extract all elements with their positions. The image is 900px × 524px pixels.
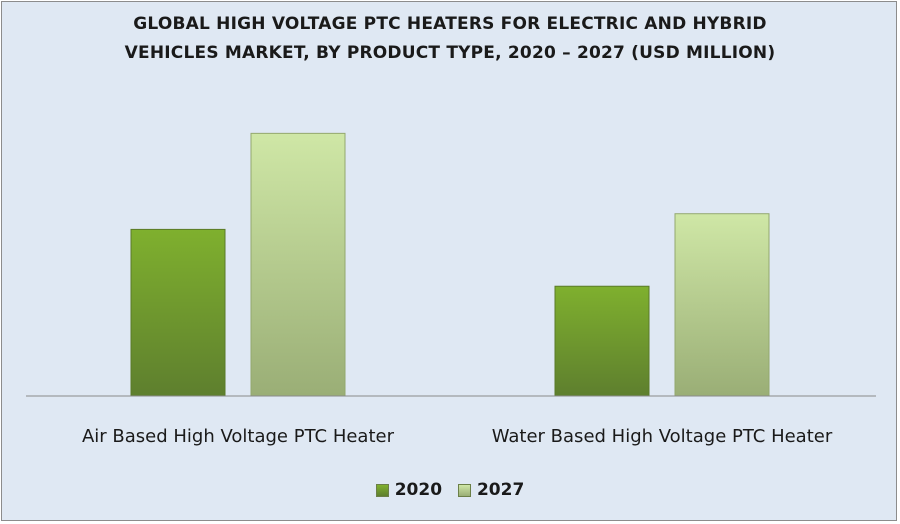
chart-title: GLOBAL HIGH VOLTAGE PTC HEATERS FOR ELEC…: [2, 10, 898, 68]
bars-group: [130, 132, 770, 397]
legend-swatch-2027: [457, 483, 471, 497]
legend-item-2027: 2027: [457, 480, 525, 500]
legend-label-2027: 2027: [476, 480, 525, 500]
chart-title-line-2: VEHICLES MARKET, BY PRODUCT TYPE, 2020 –…: [124, 43, 776, 63]
legend: 2020 2027: [2, 480, 898, 502]
bar-2027-water-based: [674, 213, 770, 397]
category-label-air-based: Air Based High Voltage PTC Heater: [82, 426, 395, 447]
bar-2020-air-based: [130, 228, 226, 397]
category-labels: Air Based High Voltage PTC Heater Water B…: [82, 426, 833, 447]
chart-title-line-1: GLOBAL HIGH VOLTAGE PTC HEATERS FOR ELEC…: [133, 14, 767, 34]
bar-2027-air-based: [250, 132, 346, 397]
legend-swatch-2020: [375, 483, 389, 497]
category-label-water-based: Water Based High Voltage PTC Heater: [492, 426, 833, 447]
bar-2020-water-based: [554, 285, 650, 397]
legend-item-2020: 2020: [375, 480, 443, 500]
legend-label-2020: 2020: [394, 480, 443, 500]
